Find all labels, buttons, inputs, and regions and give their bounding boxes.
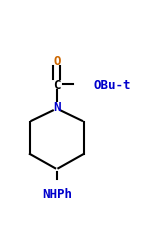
Text: C: C <box>53 79 61 91</box>
Text: NHPh: NHPh <box>42 187 72 200</box>
Text: OBu-t: OBu-t <box>93 79 131 91</box>
Text: N: N <box>53 101 61 114</box>
Text: O: O <box>53 55 61 68</box>
